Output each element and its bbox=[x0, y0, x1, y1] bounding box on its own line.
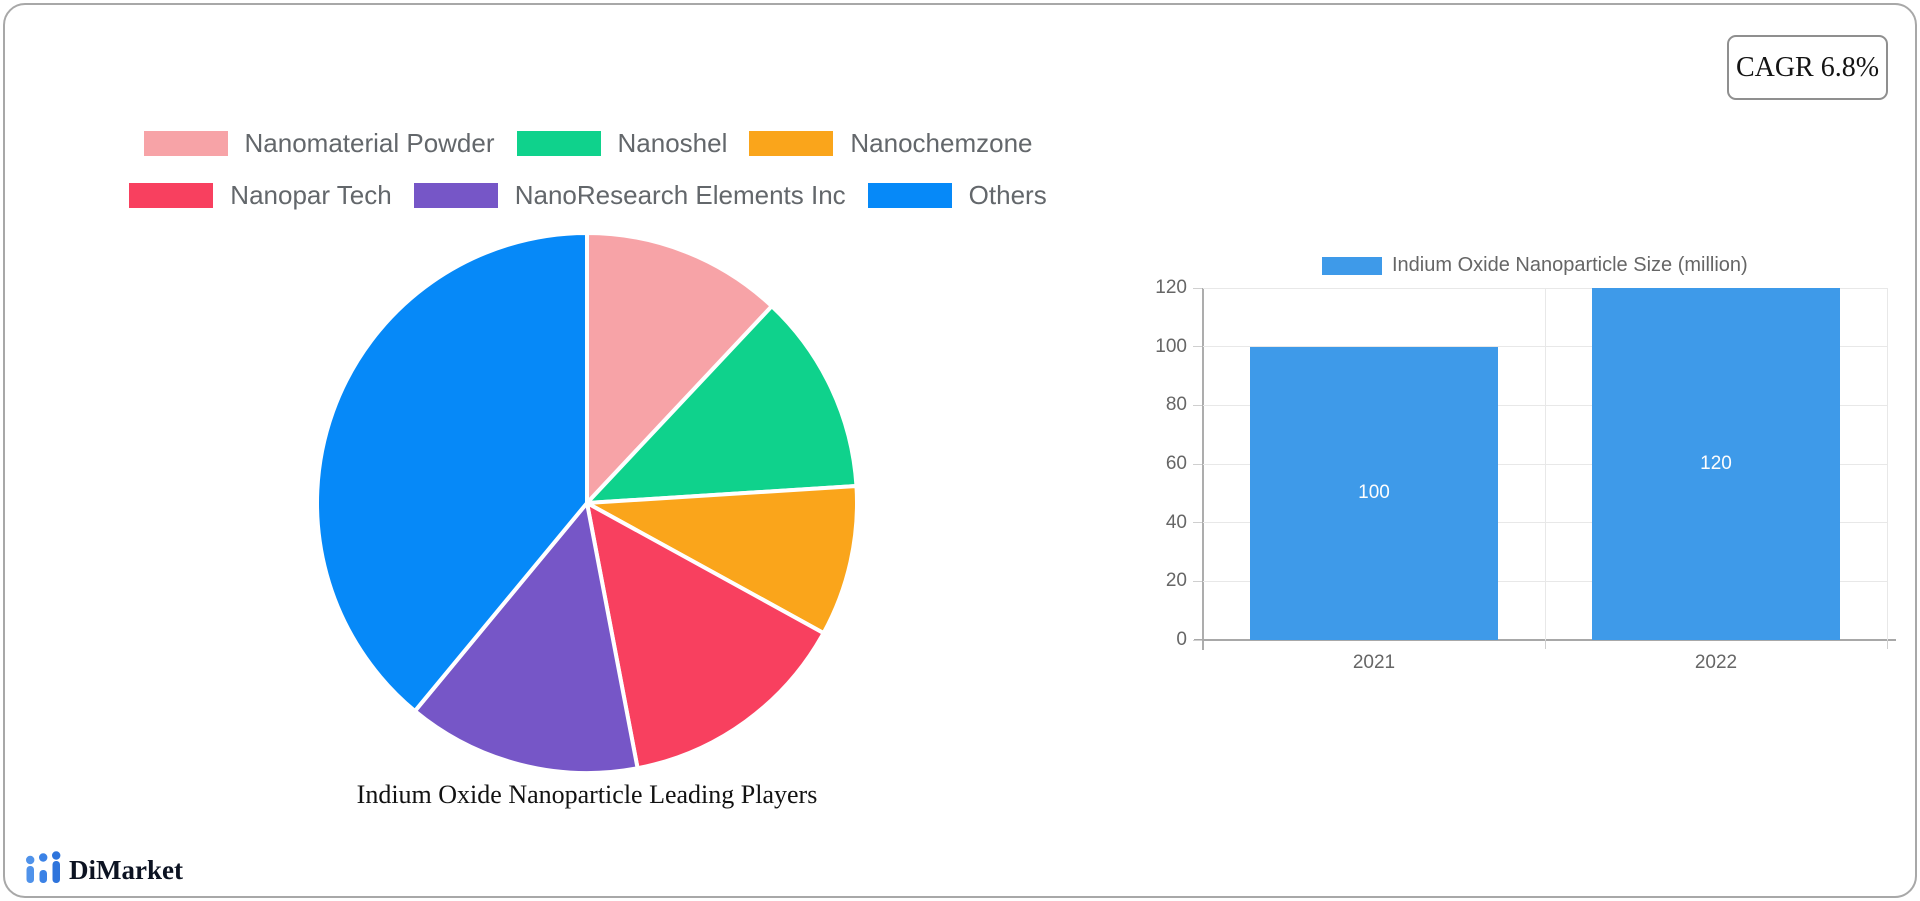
pie-legend-item-nanoresearch-elements-inc[interactable]: NanoResearch Elements Inc bbox=[413, 180, 846, 211]
pie-slice-others[interactable] bbox=[315, 231, 589, 714]
y-axis-tick bbox=[1193, 287, 1202, 289]
pie-legend-item-nanochemzone[interactable]: Nanochemzone bbox=[749, 128, 1033, 159]
pie-legend-label: NanoResearch Elements Inc bbox=[514, 180, 846, 210]
y-axis-tick bbox=[1193, 580, 1202, 582]
y-axis-tick bbox=[1193, 639, 1202, 641]
pie-legend-label: Others bbox=[968, 180, 1047, 210]
pie-legend-swatch bbox=[143, 131, 228, 156]
bar-2021[interactable] bbox=[1250, 346, 1498, 640]
bar-chart: Indium Oxide Nanoparticle Size (million)… bbox=[1155, 250, 1919, 690]
bar-value-label: 120 bbox=[1700, 453, 1732, 474]
gridline bbox=[1886, 288, 1888, 640]
pie-legend: Nanomaterial Powder Nanoshel Nanochemzone N… bbox=[88, 128, 1088, 211]
pie-legend-item-nanopar-tech[interactable]: Nanopar Tech bbox=[129, 180, 392, 211]
bar-legend-swatch bbox=[1322, 256, 1382, 275]
y-axis-tick-label: 60 bbox=[1165, 453, 1187, 474]
pie-chart bbox=[315, 231, 859, 775]
pie-legend-swatch bbox=[129, 183, 214, 208]
x-axis-category-label: 2022 bbox=[1694, 652, 1738, 673]
y-axis-tick bbox=[1193, 404, 1202, 406]
x-axis-category-label: 2021 bbox=[1352, 652, 1396, 673]
pie-legend-item-others[interactable]: Others bbox=[867, 180, 1047, 211]
y-axis-tick-label: 0 bbox=[1176, 629, 1187, 650]
gridline bbox=[1544, 288, 1546, 640]
pie-slice-nanoresearch-elements-inc[interactable] bbox=[412, 501, 640, 775]
y-axis-tick-label: 100 bbox=[1155, 335, 1187, 357]
bar-legend-item[interactable]: Indium Oxide Nanoparticle Size (million) bbox=[1322, 254, 1748, 277]
cagr-label: CAGR 6.8% bbox=[1735, 51, 1880, 83]
y-axis-tick bbox=[1193, 522, 1202, 524]
brand-name: DiMarket bbox=[69, 854, 183, 885]
bar-value-label: 100 bbox=[1358, 482, 1390, 504]
pie-legend-item-nanoshel[interactable]: Nanoshel bbox=[516, 128, 728, 159]
cagr-badge: CAGR 6.8% bbox=[1727, 35, 1888, 100]
y-axis-tick bbox=[1193, 346, 1202, 348]
pie-legend-label: Nanoshel bbox=[617, 128, 728, 158]
pie-legend-row: Nanopar Tech NanoResearch Elements Inc Oth… bbox=[129, 180, 1047, 211]
bar-plot-area: 0 20 40 60 80 100 120 2021 100 2022 120 bbox=[1155, 277, 1896, 673]
bar-chart-logo-icon bbox=[26, 851, 61, 883]
pie-legend-swatch bbox=[413, 183, 498, 208]
pie-slice-nanomaterial-powder[interactable] bbox=[585, 231, 774, 505]
pie-legend-label: Nanopar Tech bbox=[230, 180, 392, 210]
bar-2022[interactable] bbox=[1592, 288, 1840, 640]
pie-legend-swatch bbox=[749, 131, 834, 156]
pie-legend-label: Nanomaterial Powder bbox=[244, 128, 495, 158]
pie-slice-nanoshel[interactable] bbox=[585, 304, 859, 505]
x-axis-tick bbox=[1544, 640, 1546, 649]
y-axis-tick-label: 20 bbox=[1165, 570, 1187, 592]
pie-legend-item-nanomaterial-powder[interactable]: Nanomaterial Powder bbox=[143, 128, 495, 159]
y-axis-tick-label: 120 bbox=[1155, 277, 1187, 298]
pie-slice-nanochemzone[interactable] bbox=[585, 484, 859, 636]
x-axis-tick bbox=[1886, 640, 1888, 649]
y-axis-tick-label: 80 bbox=[1165, 394, 1187, 416]
pie-legend-swatch bbox=[516, 131, 601, 156]
y-axis-line bbox=[1202, 288, 1204, 650]
pie-slice-nanopar-tech[interactable] bbox=[585, 501, 826, 771]
bar-legend-label: Indium Oxide Nanoparticle Size (million) bbox=[1392, 254, 1748, 276]
y-axis-tick-label: 40 bbox=[1165, 511, 1187, 533]
pie-chart-title: Indium Oxide Nanoparticle Leading Player… bbox=[356, 780, 818, 809]
pie-legend-swatch bbox=[867, 183, 952, 208]
brand-logo: DiMarket bbox=[26, 851, 183, 889]
y-axis-tick bbox=[1193, 463, 1202, 465]
pie-legend-label: Nanochemzone bbox=[850, 128, 1033, 158]
pie-legend-row: Nanomaterial Powder Nanoshel Nanochemzone bbox=[143, 128, 1033, 159]
